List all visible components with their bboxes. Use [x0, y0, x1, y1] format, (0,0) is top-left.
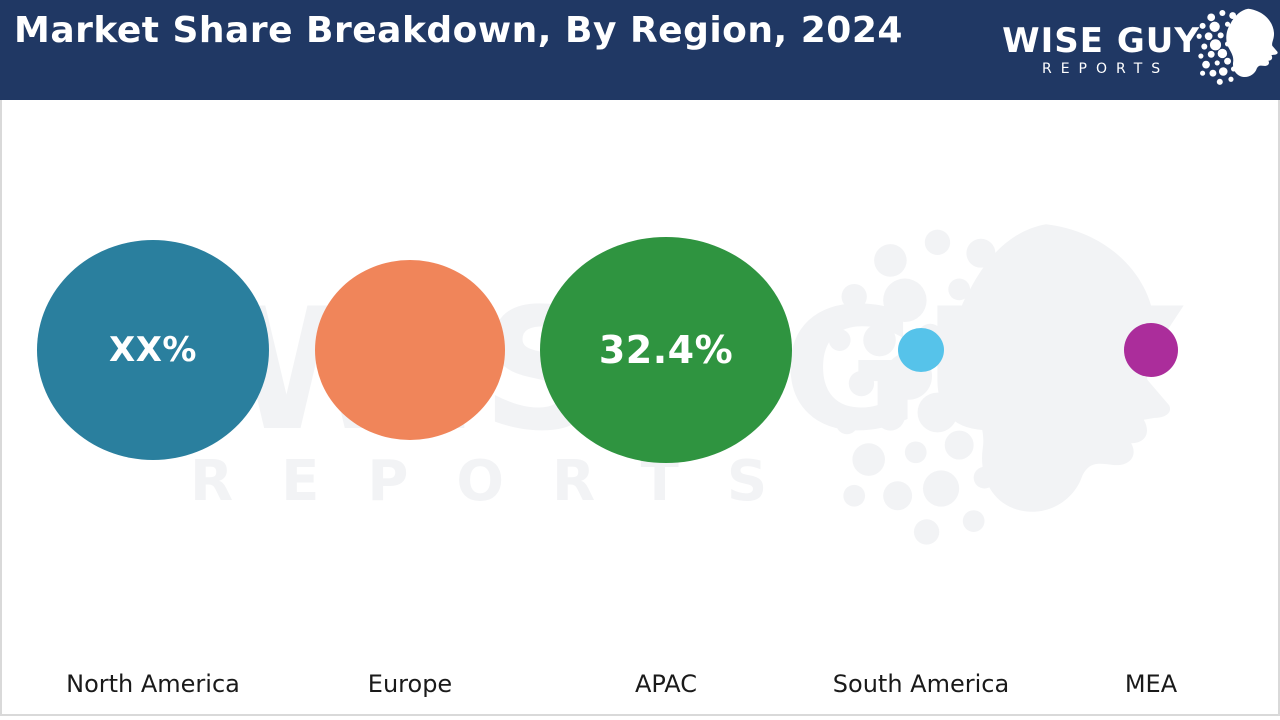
logo-head-icon [1194, 4, 1280, 96]
category-label-north-america: North America [66, 670, 240, 698]
bubble-value-label: 32.4% [598, 328, 734, 372]
bubble-europe [315, 260, 505, 440]
logo-wordmark: WISE GUY [1002, 21, 1200, 61]
page-title: Market Share Breakdown, By Region, 2024 [14, 10, 903, 51]
wiseguy-logo: WISE GUY REPORTS [1002, 0, 1280, 100]
bubble-value-label: XX% [109, 330, 197, 370]
category-label-europe: Europe [367, 670, 453, 698]
bubble-north-america: XX% [37, 240, 269, 460]
bubble-mea [1124, 323, 1178, 377]
category-label-apac: APAC [634, 670, 698, 698]
bubble-south-america [898, 328, 944, 372]
logo-text: WISE GUY REPORTS [1002, 24, 1200, 76]
header-bar: Market Share Breakdown, By Region, 2024 … [0, 0, 1280, 100]
logo-subtitle: REPORTS [1041, 61, 1170, 77]
category-label-south-america: South America [832, 670, 1010, 698]
category-label-mea: MEA [1124, 670, 1178, 698]
bubble-apac: 32.4% [540, 237, 792, 463]
